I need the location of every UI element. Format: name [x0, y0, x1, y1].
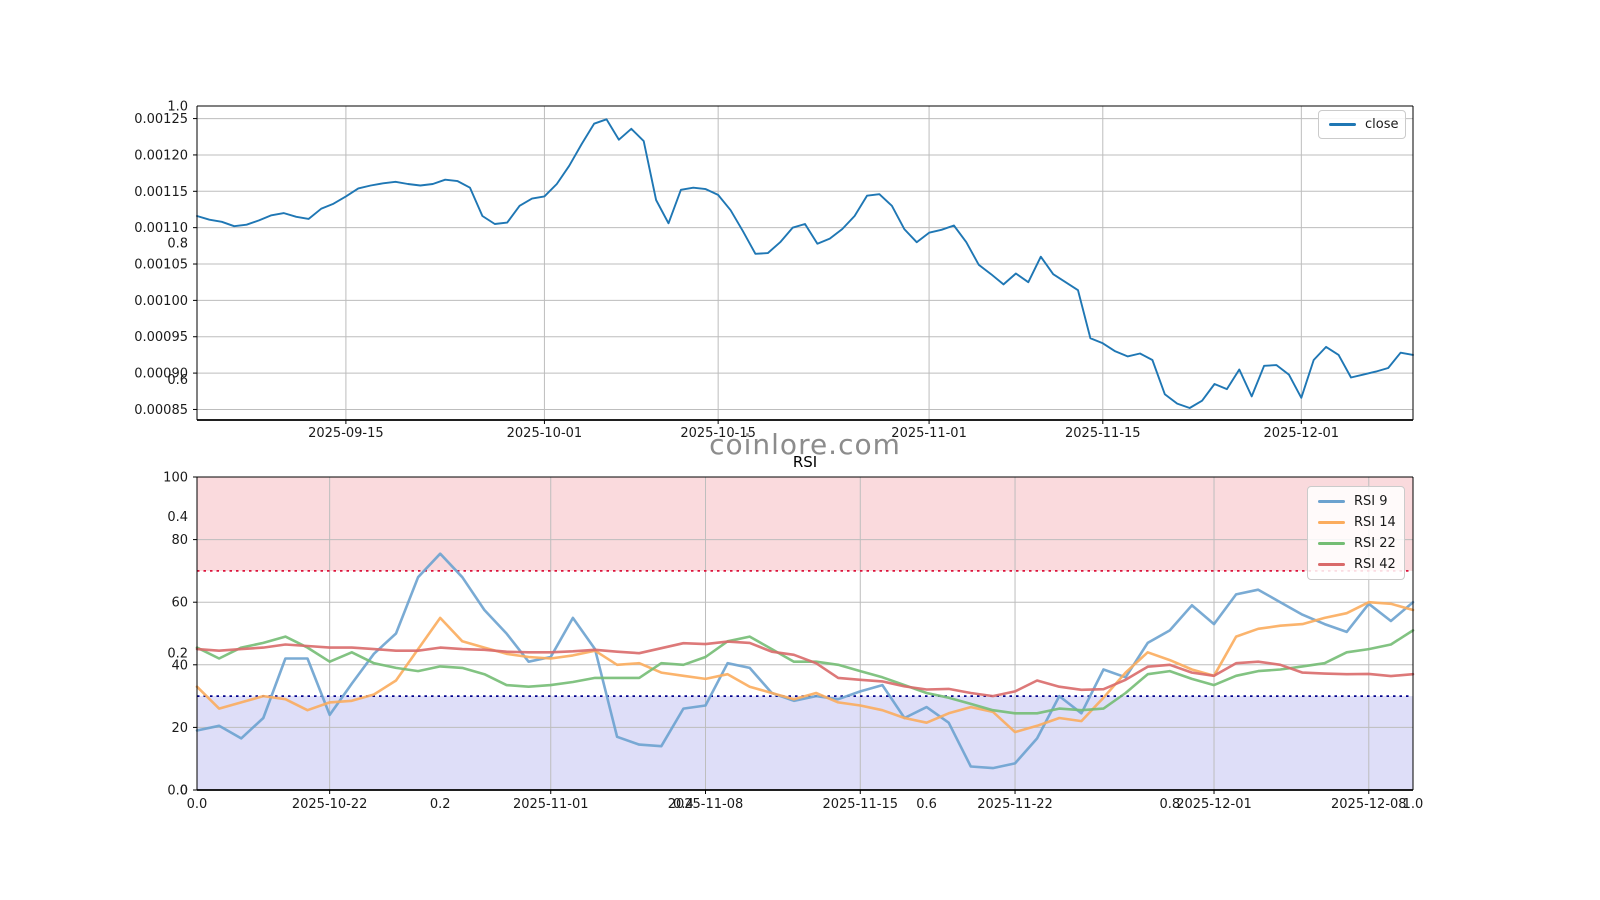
legend-item-rsi-42: RSI 42 — [1318, 557, 1396, 572]
close-line-swatch — [1329, 123, 1356, 126]
svg-text:0.6: 0.6 — [167, 373, 188, 388]
rsi14-legend-label: RSI 14 — [1354, 515, 1396, 530]
svg-text:0.0: 0.0 — [187, 797, 208, 812]
svg-text:0.00085: 0.00085 — [134, 403, 188, 418]
rsi-legend: RSI 9 RSI 14 RSI 22 RSI 42 — [1307, 486, 1405, 580]
svg-text:0.4: 0.4 — [673, 797, 694, 812]
svg-text:20: 20 — [171, 721, 188, 736]
legend-item-rsi-14: RSI 14 — [1318, 515, 1396, 530]
rsi22-line-swatch — [1318, 542, 1345, 545]
rsi9-legend-label: RSI 9 — [1354, 494, 1388, 509]
svg-text:2025-09-15: 2025-09-15 — [308, 426, 384, 441]
rsi42-legend-label: RSI 42 — [1354, 557, 1396, 572]
svg-text:60: 60 — [171, 596, 188, 611]
svg-text:2025-10-22: 2025-10-22 — [292, 797, 368, 812]
svg-text:2025-12-01: 2025-12-01 — [1176, 797, 1252, 812]
watermark: coinlore.com — [709, 428, 901, 461]
rsi42-line-swatch — [1318, 563, 1345, 566]
svg-text:0: 0 — [180, 784, 188, 799]
svg-text:80: 80 — [171, 533, 188, 548]
svg-text:2025-11-22: 2025-11-22 — [977, 797, 1053, 812]
svg-text:2025-11-08: 2025-11-08 — [668, 797, 744, 812]
svg-text:0.00125: 0.00125 — [134, 112, 188, 127]
legend-item-rsi-9: RSI 9 — [1318, 494, 1394, 509]
svg-text:2025-11-15: 2025-11-15 — [822, 797, 898, 812]
svg-text:0.4: 0.4 — [167, 510, 188, 525]
svg-text:100: 100 — [163, 471, 188, 486]
svg-text:0.00120: 0.00120 — [134, 148, 188, 163]
rsi-chart-title: RSI — [792, 453, 818, 471]
svg-text:2025-12-01: 2025-12-01 — [1264, 426, 1340, 441]
svg-text:0.00090: 0.00090 — [134, 367, 188, 382]
svg-text:0.00110: 0.00110 — [134, 221, 188, 236]
price-legend-label: close — [1365, 117, 1399, 132]
svg-text:2025-11-15: 2025-11-15 — [1065, 426, 1141, 441]
svg-text:2025-10-15: 2025-10-15 — [680, 426, 756, 441]
rsi22-legend-label: RSI 22 — [1354, 536, 1396, 551]
svg-text:0.00100: 0.00100 — [134, 294, 188, 309]
rsi9-line-swatch — [1318, 500, 1345, 503]
price-legend: close — [1318, 110, 1406, 139]
svg-text:2025-11-01: 2025-11-01 — [891, 426, 967, 441]
svg-text:40: 40 — [171, 658, 188, 673]
svg-text:1.0: 1.0 — [1403, 797, 1424, 812]
svg-text:1.0: 1.0 — [167, 100, 188, 115]
svg-text:0.2: 0.2 — [167, 647, 188, 662]
svg-text:0.6: 0.6 — [916, 797, 937, 812]
legend-item-rsi-22: RSI 22 — [1318, 536, 1396, 551]
svg-text:0.00095: 0.00095 — [134, 330, 188, 345]
svg-text:0.00115: 0.00115 — [134, 185, 188, 200]
rsi14-line-swatch — [1318, 521, 1345, 524]
svg-text:0.8: 0.8 — [167, 236, 188, 251]
svg-text:0.8: 0.8 — [1159, 797, 1180, 812]
svg-text:0.2: 0.2 — [430, 797, 451, 812]
svg-text:0.00105: 0.00105 — [134, 258, 188, 273]
svg-text:2025-10-01: 2025-10-01 — [507, 426, 583, 441]
svg-text:2025-11-01: 2025-11-01 — [513, 797, 589, 812]
svg-text:2025-12-08: 2025-12-08 — [1331, 797, 1407, 812]
svg-text:0.0: 0.0 — [167, 784, 188, 799]
